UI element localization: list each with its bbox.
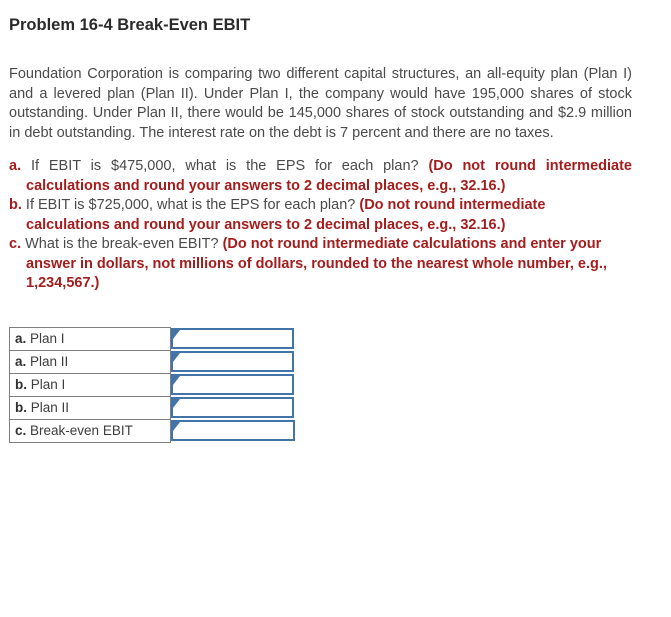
- question-b-text: If EBIT is $725,000, what is the EPS for…: [25, 197, 360, 213]
- table-row: c. Break-even EBIT: [9, 418, 295, 443]
- question-b-instruction: (Do not round intermediate calculations …: [26, 197, 546, 233]
- table-row: b. Plan I: [9, 372, 295, 397]
- answer-box: [171, 420, 295, 441]
- table-row: b. Plan II: [9, 395, 295, 420]
- answer-label-a-plan-ii: a. Plan II: [9, 349, 171, 374]
- answer-box: [171, 351, 294, 372]
- answer-table: a. Plan I a. Plan II: [9, 326, 295, 443]
- question-a-text: If EBIT is $475,000, what is the EPS for…: [30, 158, 429, 174]
- question-c-marker: c.: [9, 236, 22, 252]
- answer-input-break-even-ebit[interactable]: [173, 422, 293, 439]
- answer-input-a-plan-i[interactable]: [173, 330, 292, 347]
- answer-label-a-plan-i: a. Plan I: [9, 326, 171, 351]
- question-list: a. If EBIT is $475,000, what is the EPS …: [9, 157, 632, 294]
- problem-title: Problem 16-4 Break-Even EBIT: [9, 16, 251, 34]
- answer-box: [171, 374, 294, 395]
- question-b-marker: b.: [9, 197, 22, 213]
- table-row: a. Plan I: [9, 326, 295, 351]
- question-item-a: a. If EBIT is $475,000, what is the EPS …: [9, 157, 632, 196]
- answer-input-b-plan-i[interactable]: [173, 376, 292, 393]
- question-c-instruction: (Do not round intermediate calculations …: [26, 236, 607, 291]
- question-a-marker: a.: [9, 158, 22, 174]
- question-a-instruction: (Do not round intermediate calculations …: [26, 158, 632, 194]
- answer-label-break-even-ebit: c. Break-even EBIT: [9, 418, 171, 443]
- answer-label-b-plan-ii: b. Plan II: [9, 395, 171, 420]
- question-item-b: b. If EBIT is $725,000, what is the EPS …: [9, 196, 632, 235]
- question-item-c: c. What is the break-even EBIT? (Do not …: [9, 235, 632, 294]
- answer-input-a-plan-ii[interactable]: [173, 353, 292, 370]
- answer-box: [171, 328, 294, 349]
- question-c-text: What is the break-even EBIT?: [25, 236, 223, 252]
- problem-panel: Problem 16-4 Break-Even EBIT Foundation …: [9, 16, 632, 443]
- table-row: a. Plan II: [9, 349, 295, 374]
- answer-box: [171, 397, 294, 418]
- answer-input-b-plan-ii[interactable]: [173, 399, 292, 416]
- answer-label-b-plan-i: b. Plan I: [9, 372, 171, 397]
- problem-statement: Foundation Corporation is comparing two …: [9, 66, 632, 141]
